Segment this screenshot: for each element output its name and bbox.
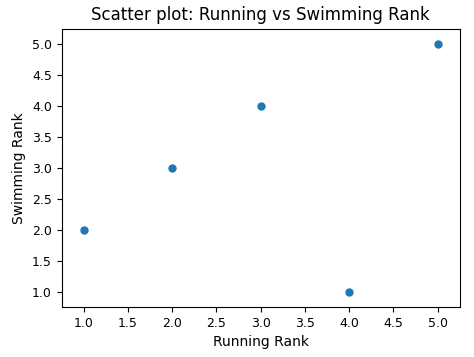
X-axis label: Running Rank: Running Rank bbox=[213, 335, 309, 349]
Title: Scatter plot: Running vs Swimming Rank: Scatter plot: Running vs Swimming Rank bbox=[91, 6, 430, 24]
Point bbox=[346, 289, 353, 295]
Point bbox=[257, 103, 264, 109]
Point bbox=[168, 165, 176, 171]
Y-axis label: Swimming Rank: Swimming Rank bbox=[12, 112, 27, 224]
Point bbox=[80, 227, 88, 232]
Point bbox=[434, 41, 441, 47]
